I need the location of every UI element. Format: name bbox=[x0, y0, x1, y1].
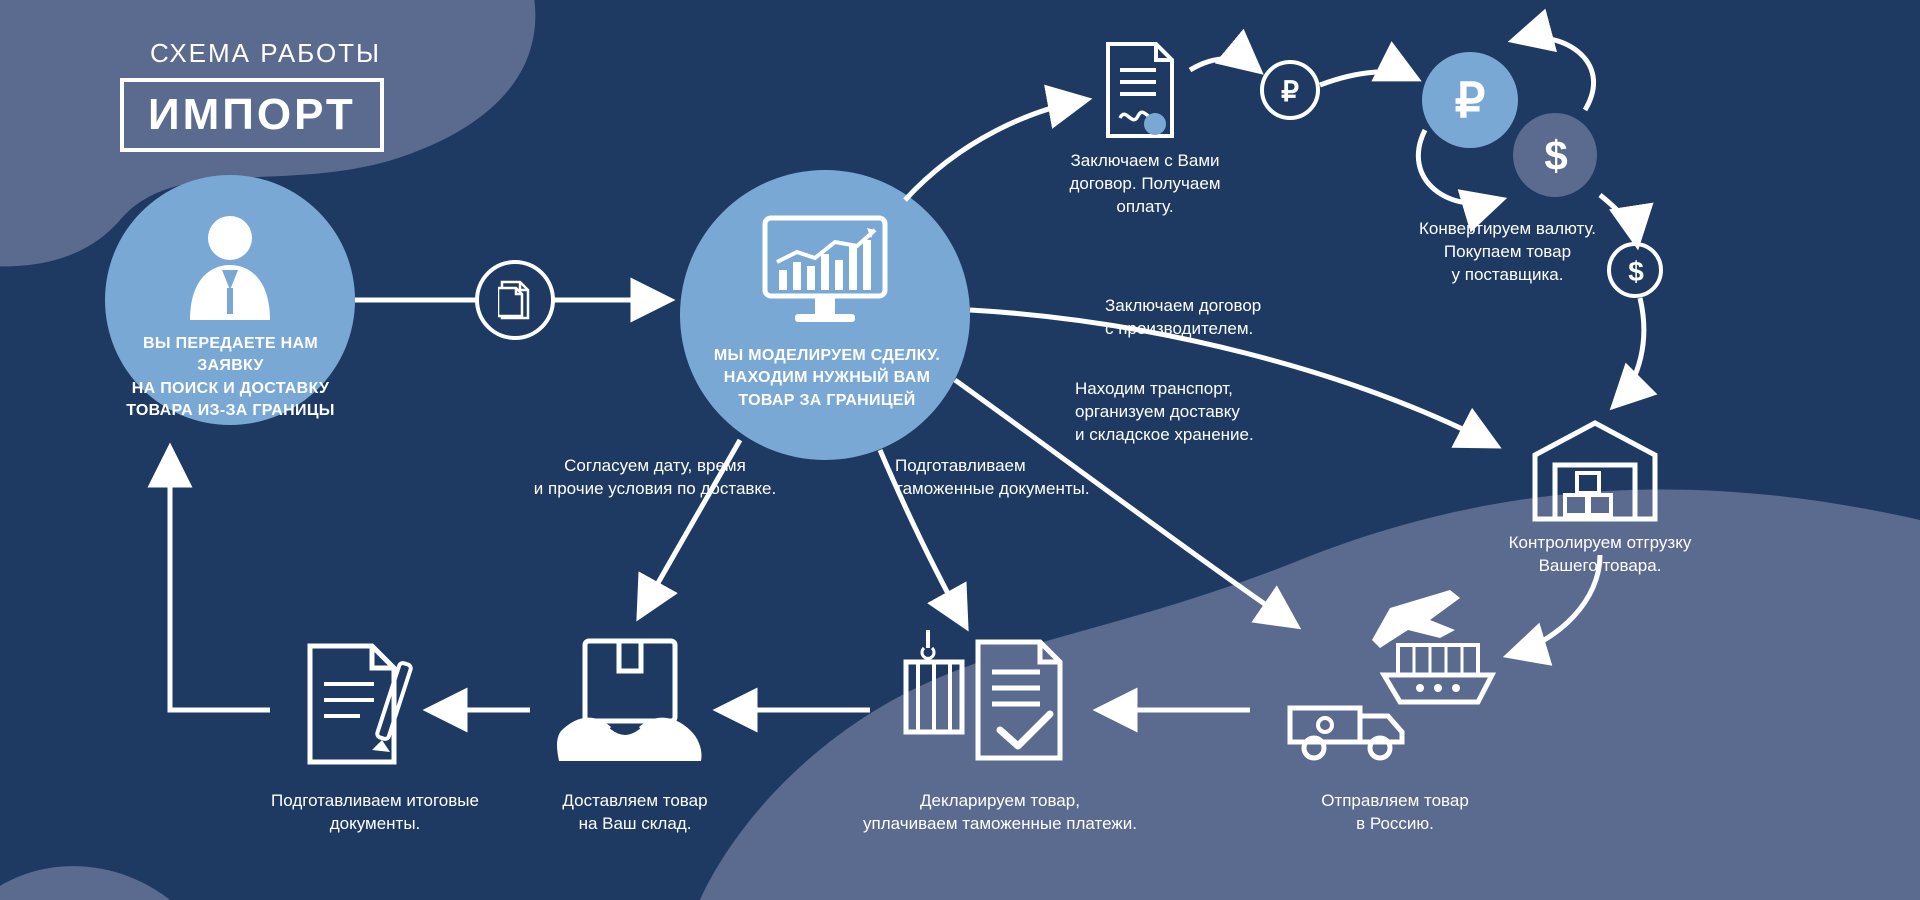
step-warehouse: Контролируем отгрузку Вашего товара. bbox=[1490, 532, 1710, 578]
header-title: ИМПОРТ bbox=[120, 78, 384, 152]
step-customs-docs: Подготавливаем таможенные документы. bbox=[895, 455, 1135, 501]
dollar-big-icon: $ bbox=[1535, 128, 1577, 185]
step-declare: Декларируем товар, уплачиваем таможенные… bbox=[850, 790, 1150, 836]
declare-icon bbox=[900, 630, 1070, 770]
final-docs-icon bbox=[300, 640, 420, 770]
step-contract: Заключаем с Вами договор. Получаем оплат… bbox=[1045, 150, 1245, 219]
step-schedule: Согласуем дату, время и прочие условия п… bbox=[495, 455, 815, 501]
monitor-chart-icon bbox=[757, 212, 893, 332]
step-deliver: Доставляем товар на Ваш склад. bbox=[540, 790, 730, 836]
person-icon bbox=[180, 210, 280, 320]
dollar-small-icon: $ bbox=[1623, 253, 1649, 291]
contract-doc-icon bbox=[1100, 40, 1180, 140]
warehouse-icon bbox=[1525, 415, 1665, 525]
shipping-icon bbox=[1280, 590, 1500, 770]
step-ship: Отправляем товар в Россию. bbox=[1290, 790, 1500, 836]
center-hub-label: МЫ МОДЕЛИРУЕМ СДЕЛКУ. НАХОДИМ НУЖНЫЙ ВАМ… bbox=[712, 345, 942, 412]
document-icon bbox=[498, 280, 532, 320]
client-hub-label: ВЫ ПЕРЕДАЕТЕ НАМ ЗАЯВКУ НА ПОИСК И ДОСТА… bbox=[118, 333, 343, 423]
infographic-stage: СХЕМА РАБОТЫ ИМПОРТ ВЫ ПЕРЕДАЕТЕ НАМ ЗАЯ… bbox=[0, 0, 1920, 900]
header-subtitle: СХЕМА РАБОТЫ bbox=[150, 38, 381, 69]
step-transport: Находим транспорт, организуем доставку и… bbox=[1075, 378, 1335, 447]
deliver-box-icon bbox=[555, 635, 705, 765]
step-manufacturer: Заключаем договор с производителем. bbox=[1105, 295, 1335, 341]
rouble-small-icon: ₽ bbox=[1276, 73, 1304, 111]
step-convert: Конвертируем валюту. Покупаем товар у по… bbox=[1395, 218, 1620, 287]
step-final-docs: Подготавливаем итоговые документы. bbox=[250, 790, 500, 836]
rouble-big-icon: ₽ bbox=[1446, 70, 1494, 135]
